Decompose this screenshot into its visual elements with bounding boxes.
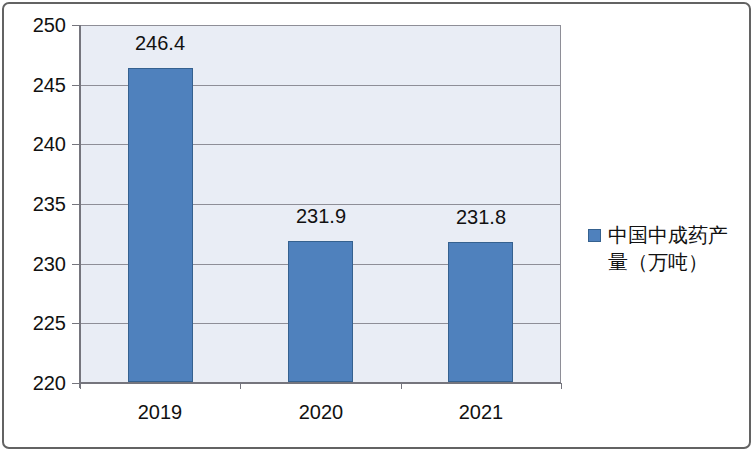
x-axis-tick-3 [561,383,562,389]
bar-2020 [288,241,353,382]
data-label-2020: 231.9 [266,204,376,228]
x-axis-tick-2 [401,383,402,389]
legend-label-line-2: 量（万吨） [608,249,728,276]
x-axis-label-2021: 2021 [421,400,541,424]
legend-label: 中国中成药产 量（万吨） [608,222,728,276]
x-axis-tick-1 [240,383,241,389]
bar-2021 [448,242,513,382]
y-axis-label-225: 225 [18,312,66,334]
y-axis-label-240: 240 [18,133,66,155]
y-axis-label-235: 235 [18,193,66,215]
bar-2019 [128,68,193,382]
bar-chart: 中国中成药产 量（万吨） 250 245 240 235 230 225 220 246.4 2… [0,0,753,451]
x-axis-label-2020: 2020 [261,400,381,424]
data-label-2019: 246.4 [105,31,215,55]
x-axis-label-2019: 2019 [100,400,220,424]
data-label-2021: 231.8 [426,205,536,229]
legend: 中国中成药产 量（万吨） [588,222,728,276]
y-axis-label-230: 230 [18,253,66,275]
x-axis-line [80,382,561,384]
y-axis-line [79,25,81,388]
x-axis-tick-0 [80,383,81,389]
y-axis-label-250: 250 [18,14,66,36]
y-axis-label-220: 220 [18,372,66,394]
legend-marker-icon [588,229,601,242]
legend-label-line-1: 中国中成药产 [608,222,728,249]
y-axis-label-245: 245 [18,74,66,96]
